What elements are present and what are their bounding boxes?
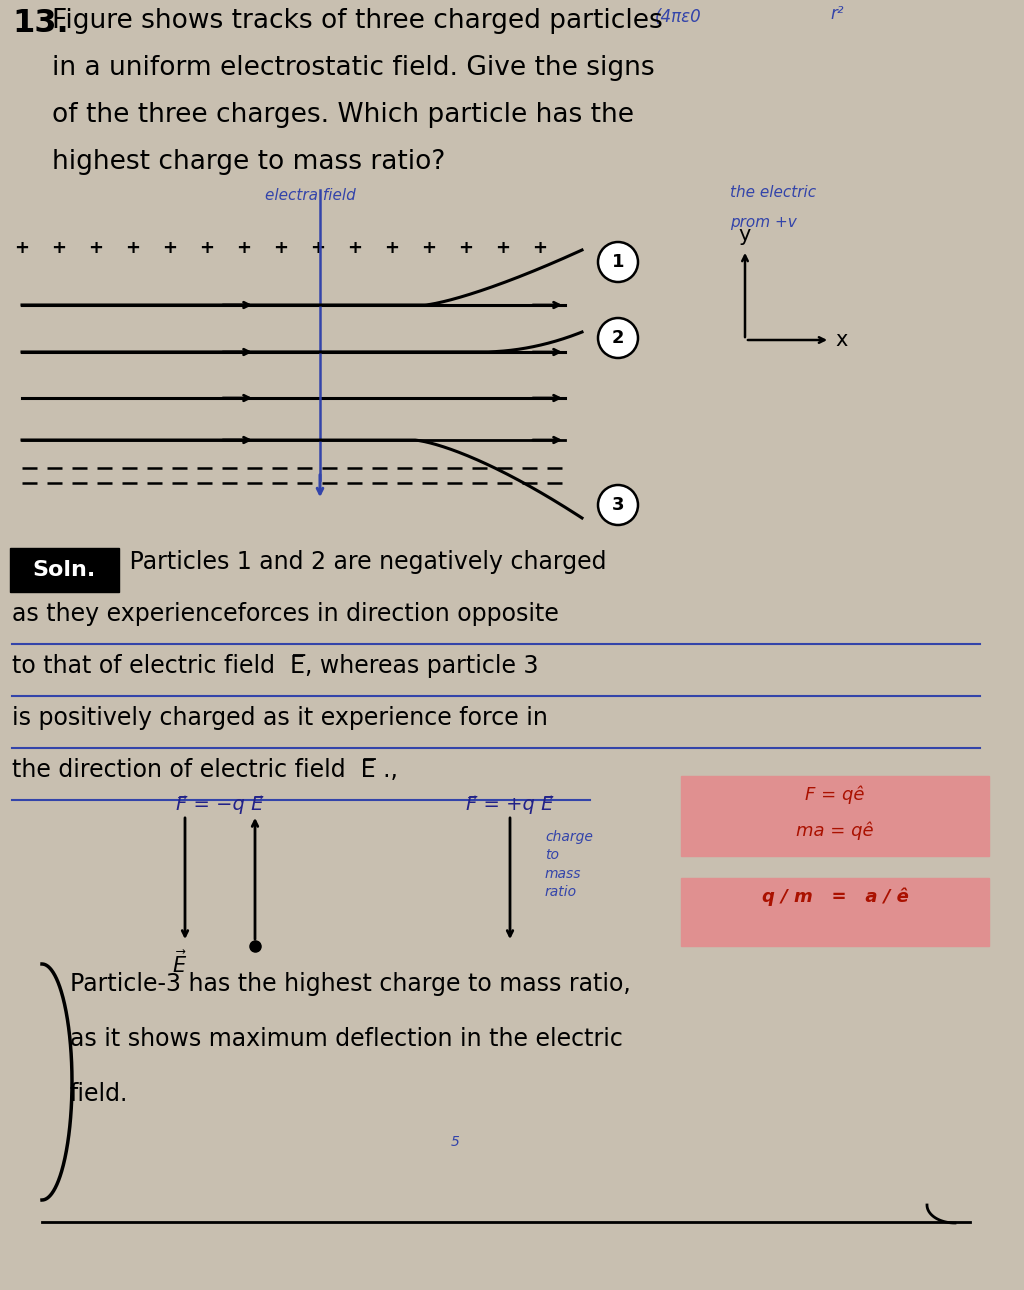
Text: highest charge to mass ratio?: highest charge to mass ratio?: [52, 150, 445, 175]
Text: in a uniform electrostatic field. Give the signs: in a uniform electrostatic field. Give t…: [52, 55, 654, 81]
Text: +: +: [496, 239, 511, 257]
Text: +: +: [384, 239, 399, 257]
Text: +: +: [422, 239, 436, 257]
Text: (4πε0: (4πε0: [655, 8, 701, 26]
Text: electra field: electra field: [265, 188, 355, 203]
Text: r²: r²: [830, 5, 844, 23]
Text: +: +: [88, 239, 103, 257]
Text: 13.: 13.: [12, 8, 69, 39]
Text: +: +: [14, 239, 30, 257]
Text: +: +: [163, 239, 177, 257]
Text: +: +: [459, 239, 473, 257]
FancyBboxPatch shape: [10, 548, 119, 592]
Text: the electric: the electric: [730, 184, 816, 200]
Text: of the three charges. Which particle has the: of the three charges. Which particle has…: [52, 102, 634, 128]
Text: Particle-3 has the highest charge to mass ratio,: Particle-3 has the highest charge to mas…: [70, 971, 631, 996]
Text: 2: 2: [611, 329, 625, 347]
Text: to that of electric field  E̅, whereas particle 3: to that of electric field E̅, whereas pa…: [12, 654, 539, 679]
Text: Soln.: Soln.: [33, 560, 95, 580]
Text: the direction of electric field  E̅ .,: the direction of electric field E̅ .,: [12, 759, 398, 782]
Text: Figure shows tracks of three charged particles: Figure shows tracks of three charged par…: [52, 8, 663, 34]
Text: y: y: [738, 224, 752, 245]
Text: +: +: [200, 239, 214, 257]
Text: +: +: [51, 239, 67, 257]
Text: F⃗ = −q E⃗: F⃗ = −q E⃗: [176, 795, 264, 814]
Text: ma = qê: ma = qê: [797, 822, 873, 841]
Text: q / m   =   a / ê: q / m = a / ê: [762, 888, 908, 906]
Text: $\vec{E}$: $\vec{E}$: [172, 949, 187, 977]
Text: +: +: [237, 239, 252, 257]
Text: F⃗ = +q E⃗: F⃗ = +q E⃗: [466, 795, 554, 814]
Circle shape: [598, 243, 638, 283]
Text: prom +v: prom +v: [730, 215, 797, 230]
Text: 5: 5: [451, 1135, 460, 1149]
Text: 3: 3: [611, 495, 625, 513]
Text: +: +: [273, 239, 289, 257]
Text: +: +: [347, 239, 362, 257]
Text: x: x: [835, 330, 848, 350]
Text: F = qê: F = qê: [805, 786, 864, 804]
Text: +: +: [532, 239, 548, 257]
Text: 1: 1: [611, 253, 625, 271]
Text: as it shows maximum deflection in the electric: as it shows maximum deflection in the el…: [70, 1027, 623, 1051]
FancyBboxPatch shape: [681, 878, 989, 946]
Text: +: +: [126, 239, 140, 257]
Text: as they experience​forces in direction opposite: as they experience​forces in direction o…: [12, 602, 559, 626]
Text: charge
to
mass
ratio: charge to mass ratio: [545, 829, 593, 899]
FancyBboxPatch shape: [681, 777, 989, 857]
Text: +: +: [310, 239, 326, 257]
Text: is positively charged as it experience force in: is positively charged as it experience f…: [12, 706, 548, 730]
Text: Particles 1 and 2 are negatively charged: Particles 1 and 2 are negatively charged: [122, 550, 606, 574]
Circle shape: [598, 485, 638, 525]
Circle shape: [598, 319, 638, 359]
Text: field.: field.: [70, 1082, 128, 1106]
